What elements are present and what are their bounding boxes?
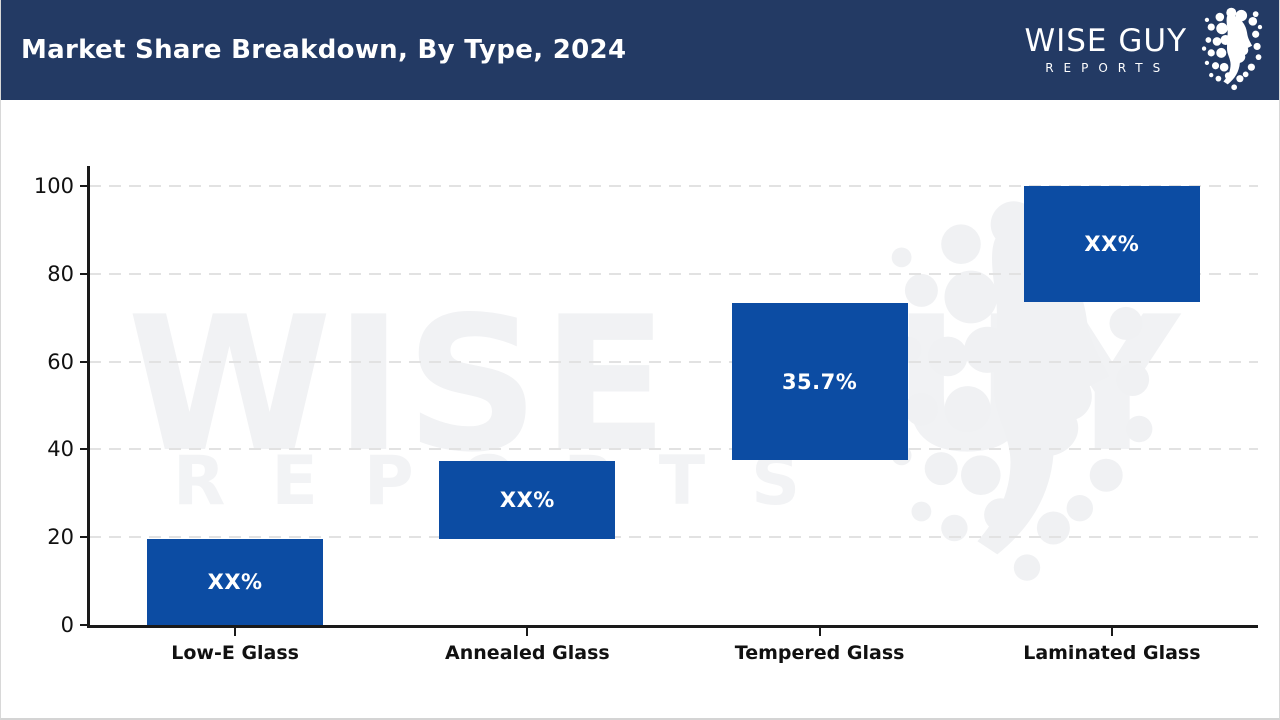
y-tick-label-0: 0 xyxy=(60,613,74,637)
gridline-y-100 xyxy=(89,185,1258,187)
y-tickmark-80 xyxy=(80,272,89,275)
y-tick-label-20: 20 xyxy=(47,525,74,550)
brand-logo: WISE GUY REPORTS xyxy=(1024,7,1263,93)
y-tick-label-40: 40 xyxy=(47,437,74,462)
bar-value-label: XX% xyxy=(499,488,555,513)
y-axis-spine xyxy=(87,166,90,627)
page-title: Market Share Breakdown, By Type, 2024 xyxy=(21,35,627,65)
brand-wordmark: WISE GUY xyxy=(1024,22,1187,59)
x-tickmark-2 xyxy=(818,627,821,636)
y-tickmark-40 xyxy=(80,448,89,451)
bar-value-label: XX% xyxy=(207,570,263,595)
y-tickmark-0 xyxy=(80,624,89,626)
x-tickmark-1 xyxy=(526,627,529,636)
y-tick-label-100: 100 xyxy=(33,174,74,198)
x-category-label-1: Annealed Glass xyxy=(445,642,610,664)
x-axis-spine xyxy=(87,625,1258,628)
x-category-label-0: Low-E Glass xyxy=(171,642,299,664)
y-tickmark-20 xyxy=(80,536,89,539)
head-dots-icon xyxy=(1201,7,1263,91)
bar-low-e-glass: XX% xyxy=(147,539,324,625)
y-tickmark-60 xyxy=(80,360,89,363)
bar-value-label: 35.7% xyxy=(781,369,858,394)
y-tick-label-60: 60 xyxy=(47,349,74,374)
brand-subtext: REPORTS xyxy=(1045,60,1171,75)
gridline-y-80 xyxy=(89,272,1258,275)
bar-annealed-glass: XX% xyxy=(439,460,616,540)
brand-logo-text: WISE GUY REPORTS xyxy=(1024,22,1187,75)
bar-laminated-glass: XX% xyxy=(1023,186,1200,303)
x-tickmark-0 xyxy=(234,627,237,636)
y-tickmark-100 xyxy=(80,185,89,187)
x-category-label-3: Laminated Glass xyxy=(1023,642,1201,664)
x-category-label-2: Tempered Glass xyxy=(734,642,905,664)
bar-tempered-glass: 35.7% xyxy=(731,303,908,460)
y-tick-label-80: 80 xyxy=(47,261,74,286)
x-tickmark-3 xyxy=(1110,627,1113,636)
bar-value-label: XX% xyxy=(1084,232,1140,257)
gridline-y-20 xyxy=(89,536,1258,539)
gridline-y-40 xyxy=(89,448,1258,451)
gridline-y-60 xyxy=(89,360,1258,363)
title-bar: Market Share Breakdown, By Type, 2024 WI… xyxy=(1,0,1279,100)
